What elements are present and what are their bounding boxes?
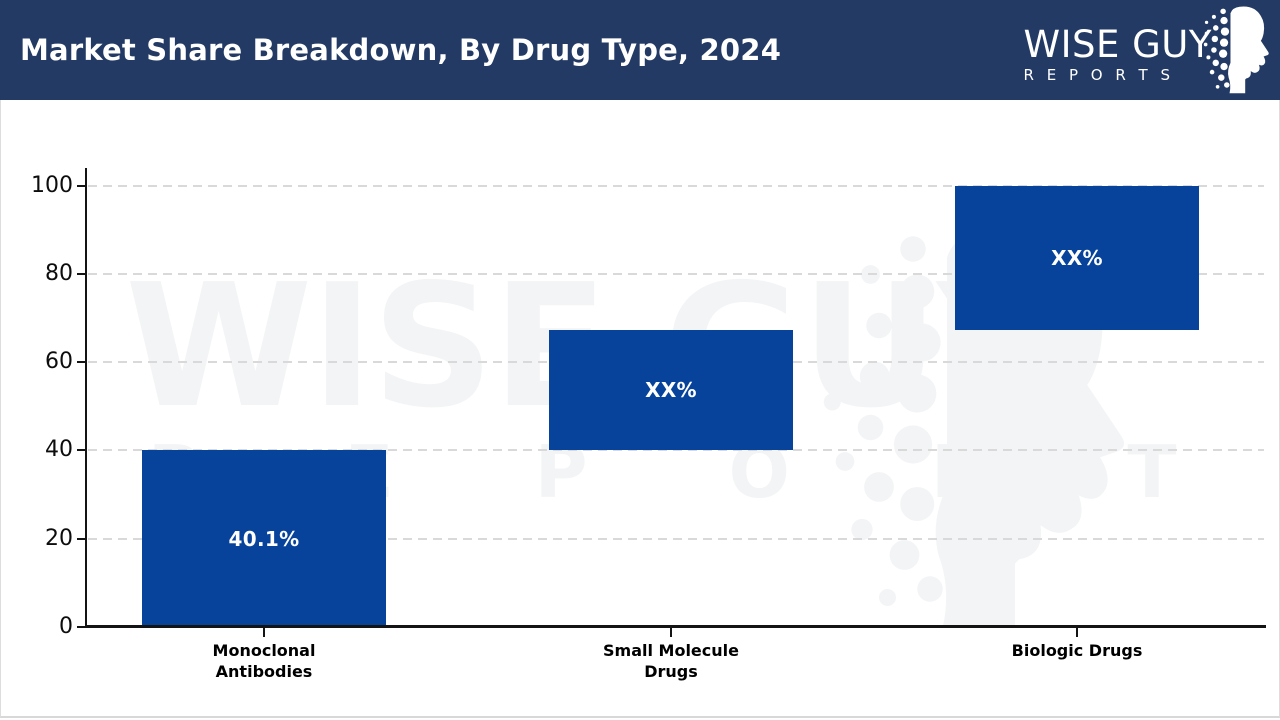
y-tick bbox=[77, 449, 85, 451]
logo-wiseguy-text: WISE GUY bbox=[1023, 23, 1212, 66]
x-label-small-molecule-drugs: Small Molecule Drugs bbox=[521, 640, 821, 682]
x-label-line: Drugs bbox=[644, 662, 698, 681]
logo-reports-text: R E P O R T S bbox=[1023, 66, 1174, 84]
x-label-line: Monoclonal bbox=[212, 641, 316, 660]
bar-value-label: XX% bbox=[645, 378, 697, 402]
x-tick bbox=[670, 628, 672, 637]
bottom-border bbox=[0, 716, 1280, 718]
gridline-40 bbox=[88, 449, 1264, 451]
bar-monoclonal-antibodies: 40.1% bbox=[142, 450, 386, 627]
x-tick bbox=[1076, 628, 1078, 637]
gridline-100 bbox=[88, 185, 1264, 187]
y-tick bbox=[77, 185, 85, 187]
y-tick-label-60: 60 bbox=[45, 349, 73, 374]
y-tick-label-100: 100 bbox=[31, 173, 73, 198]
y-tick-label-0: 0 bbox=[59, 614, 73, 639]
x-tick bbox=[263, 628, 265, 637]
y-tick bbox=[77, 361, 85, 363]
bar-value-label: XX% bbox=[1051, 246, 1103, 270]
x-label-line: Biologic Drugs bbox=[1011, 641, 1143, 660]
x-label-line: Antibodies bbox=[215, 662, 313, 681]
bar-value-label: 40.1% bbox=[228, 526, 300, 551]
bar-biologic-drugs: XX% bbox=[955, 186, 1199, 330]
wiseguy-logo: WISE GUY R E P O R T S bbox=[1024, 4, 1274, 96]
y-tick-label-80: 80 bbox=[45, 261, 73, 286]
page-title: Market Share Breakdown, By Drug Type, 20… bbox=[20, 33, 782, 67]
y-tick-label-40: 40 bbox=[45, 437, 73, 462]
y-axis-line bbox=[85, 168, 87, 627]
logo-text: WISE GUY R E P O R T S bbox=[1023, 23, 1212, 85]
y-tick bbox=[77, 273, 85, 275]
y-tick-label-20: 20 bbox=[45, 526, 73, 551]
x-axis-line bbox=[85, 625, 1266, 628]
x-label-line: Small Molecule bbox=[603, 641, 739, 660]
bar-small-molecule-drugs: XX% bbox=[549, 330, 793, 450]
left-border bbox=[0, 100, 1, 717]
y-tick bbox=[77, 626, 85, 628]
header-bar: Market Share Breakdown, By Drug Type, 20… bbox=[0, 0, 1280, 100]
gridline-20 bbox=[88, 538, 1264, 540]
gridline-80 bbox=[88, 273, 1264, 275]
logo-head-icon bbox=[1203, 6, 1269, 94]
x-label-biologic-drugs: Biologic Drugs bbox=[927, 640, 1227, 661]
y-tick bbox=[77, 538, 85, 540]
x-label-monoclonal-antibodies: Monoclonal Antibodies bbox=[114, 640, 414, 682]
